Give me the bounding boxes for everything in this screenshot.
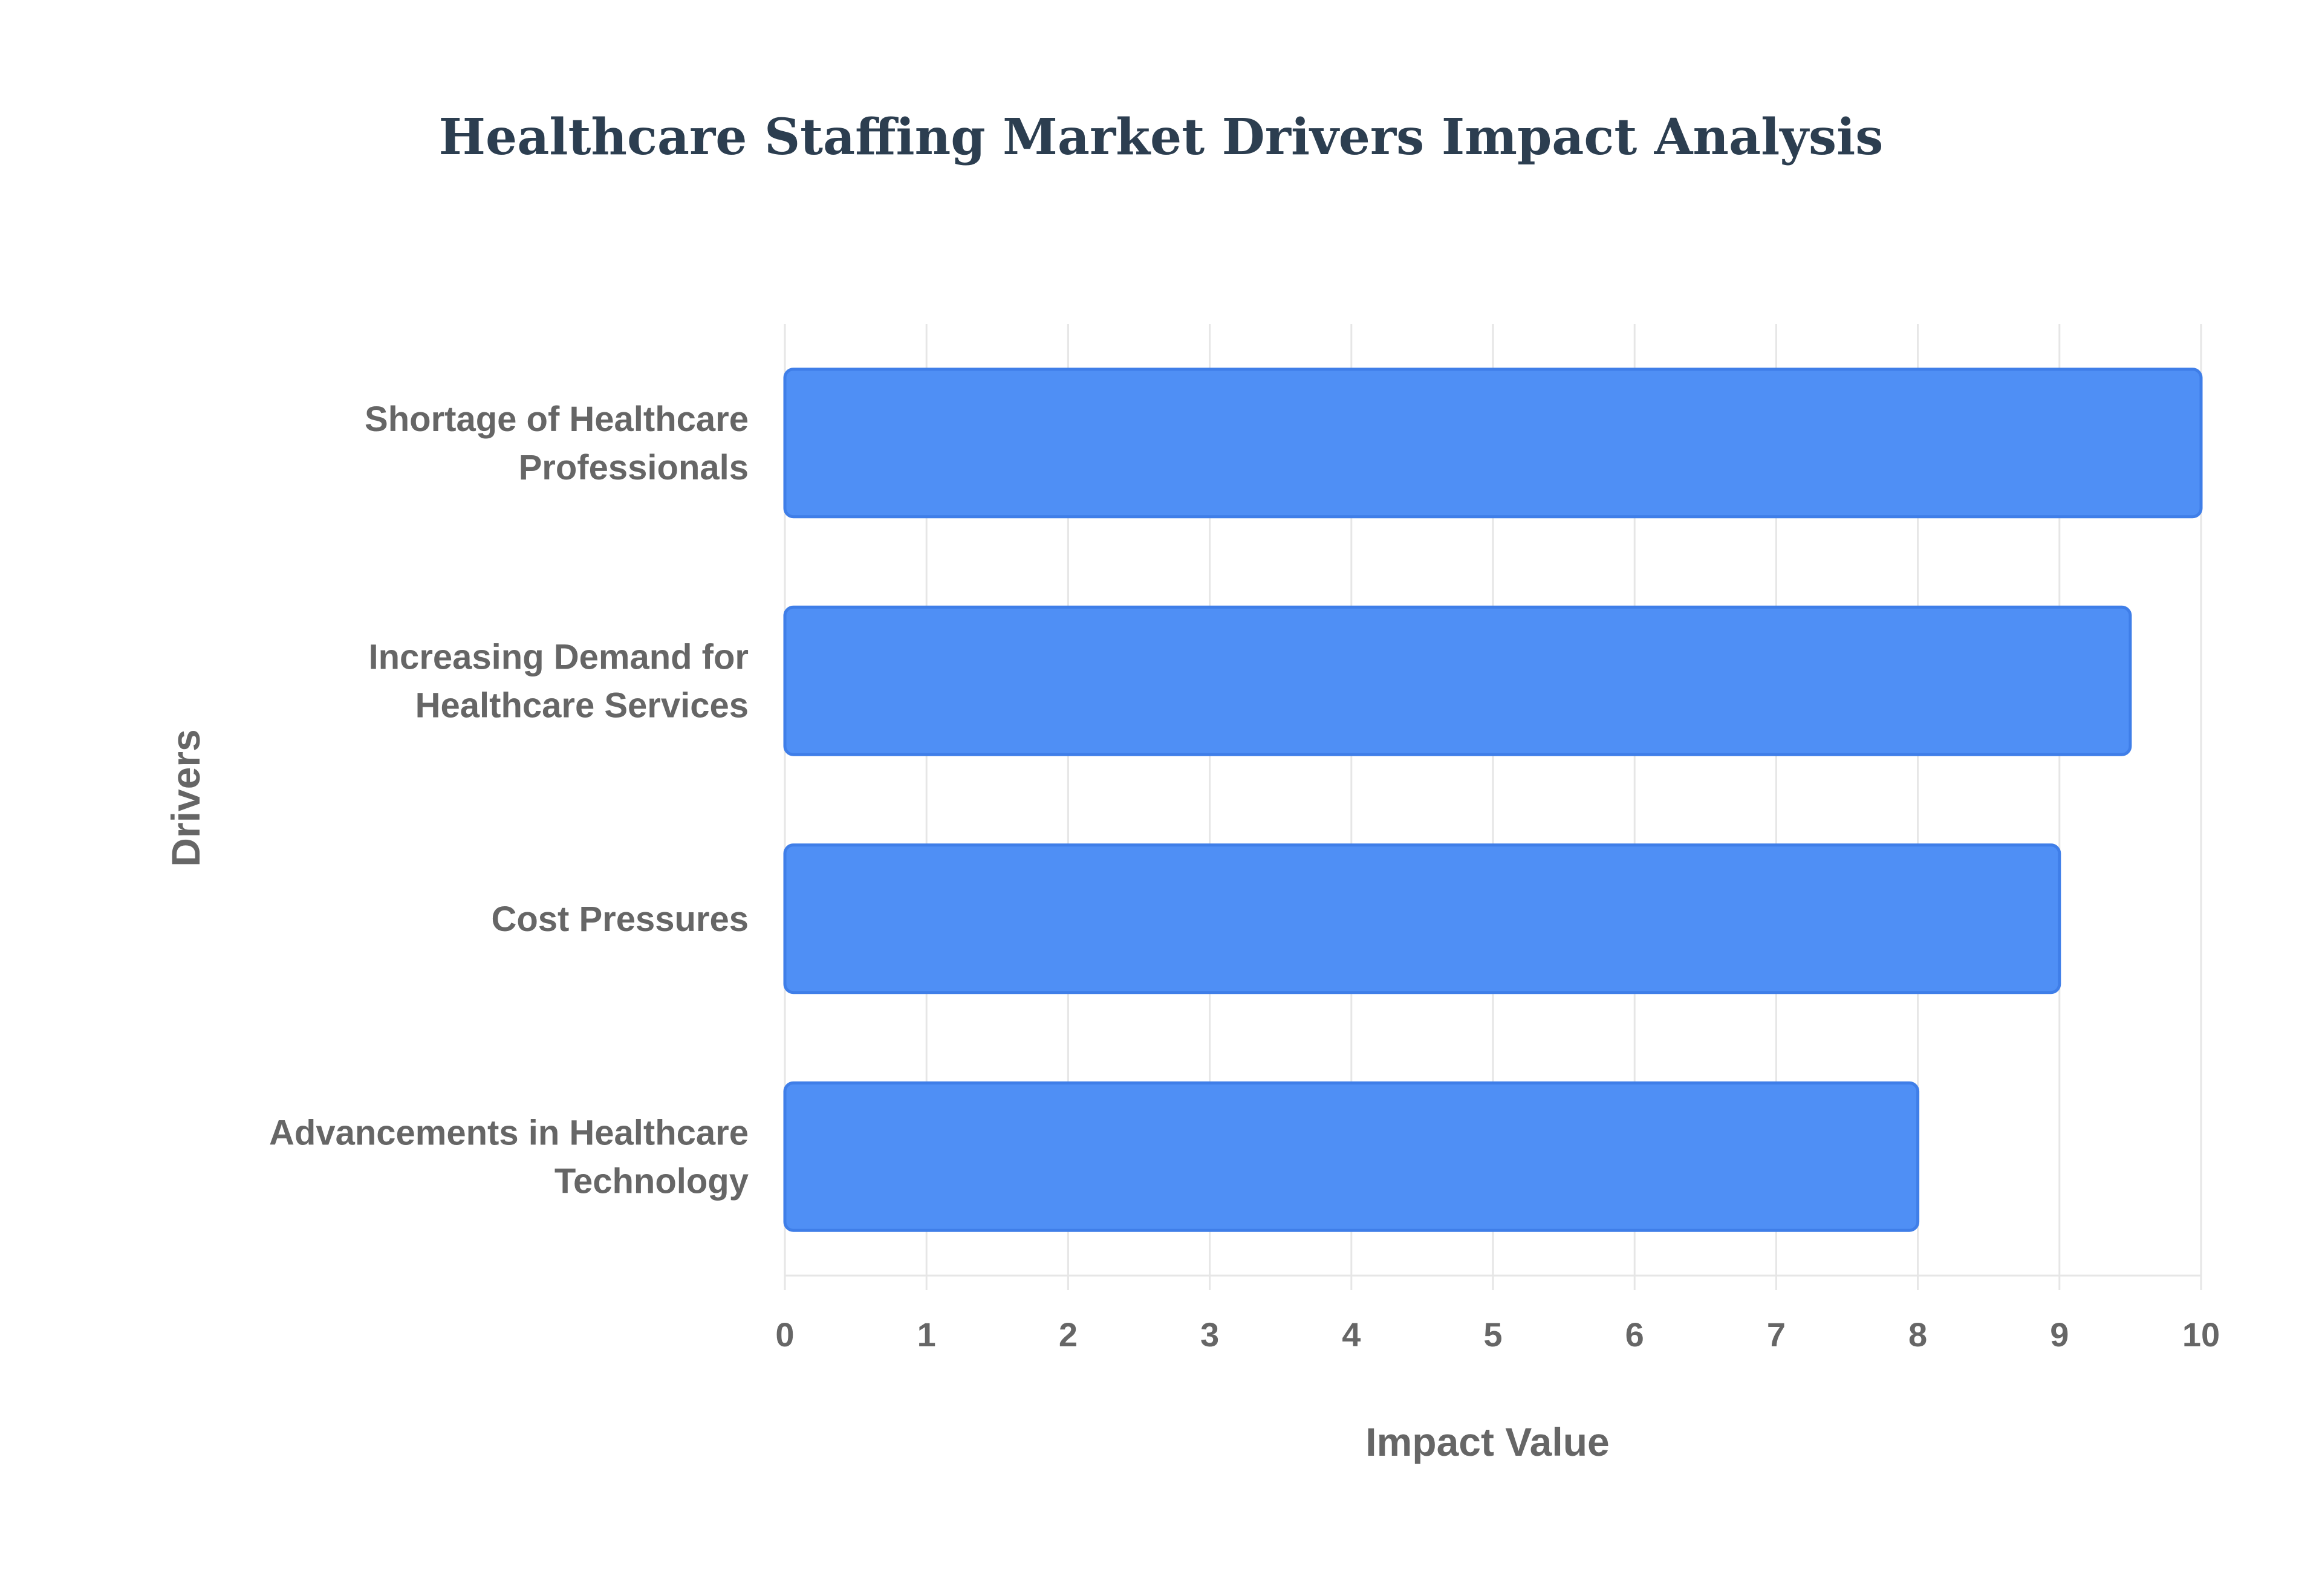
x-tick-label: 0 [775,1315,794,1354]
bar-1 [783,605,2132,756]
x-tick-label: 5 [1483,1315,1502,1354]
bar-2 [783,843,2061,994]
x-tick-label: 7 [1767,1315,1786,1354]
category-label: Increasing Demand for Healthcare Services [369,637,749,725]
bar-0 [783,368,2203,519]
y-axis-title: Drivers [163,729,208,867]
x-tick-label: 10 [2182,1315,2220,1354]
x-tick-label: 2 [1059,1315,1078,1354]
x-tick-label: 4 [1342,1315,1361,1354]
x-tick-label: 9 [2050,1315,2069,1354]
x-tick-label: 1 [917,1315,936,1354]
bar-3 [783,1081,1920,1232]
x-tick-label: 6 [1625,1315,1644,1354]
x-axis-ticks: 0 1 2 3 4 5 6 7 8 9 10 [775,1315,2220,1354]
category-label: Advancements in Healthcare Technology [269,1113,749,1201]
chart-title: Healthcare Staffing Market Drivers Impac… [439,108,1884,166]
y-axis-categories: Shortage of Healthcare Professionals Incre… [269,400,749,1201]
bars [783,368,2203,1232]
x-tick-label: 8 [1908,1315,1927,1354]
category-label: Cost Pressures [491,900,749,939]
category-label: Shortage of Healthcare Professionals [365,400,749,487]
x-axis-title: Impact Value [1365,1419,1610,1464]
x-tick-label: 3 [1200,1315,1219,1354]
